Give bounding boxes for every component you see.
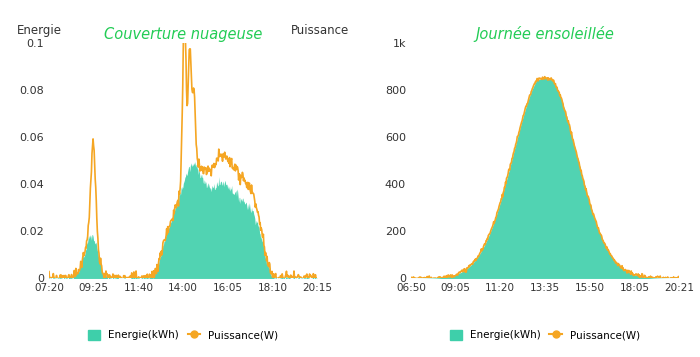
- Legend: Energie(kWh), Puissance(W): Energie(kWh), Puissance(W): [83, 326, 283, 345]
- Title: Journée ensoleillée: Journée ensoleillée: [475, 26, 615, 42]
- Legend: Energie(kWh), Puissance(W): Energie(kWh), Puissance(W): [445, 326, 645, 345]
- Title: Couverture nuageuse: Couverture nuageuse: [104, 27, 262, 42]
- Text: Energie: Energie: [17, 24, 62, 37]
- Text: Puissance: Puissance: [291, 24, 349, 37]
